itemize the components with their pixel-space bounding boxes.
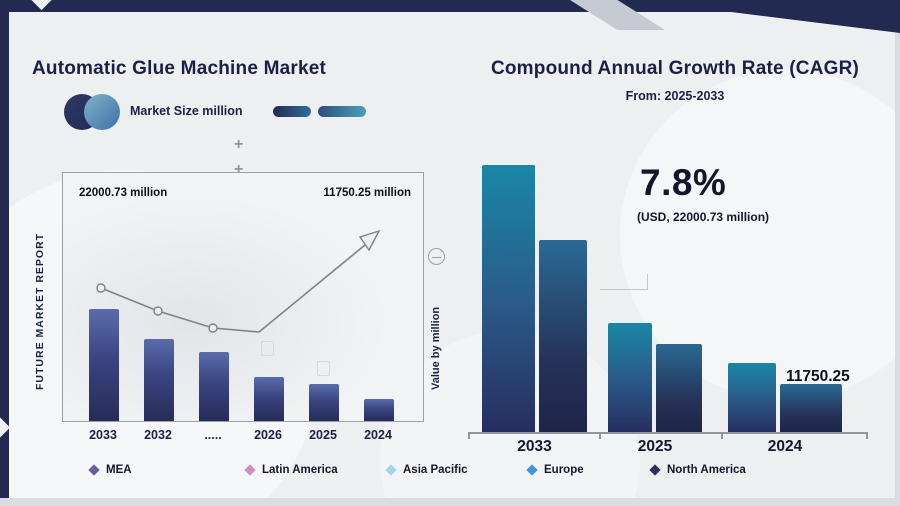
right-x-label: 2033 [517, 438, 552, 455]
legend-marker [385, 464, 397, 476]
right-chart-title: Compound Annual Growth Rate (CAGR) [490, 58, 860, 79]
left-chart-box: 22000.73 million 11750.25 million [62, 172, 424, 422]
left-annotation-min: 11750.25 million [323, 187, 411, 199]
right-x-label: 2025 [637, 438, 673, 455]
plus-icon: + [234, 161, 244, 178]
right-chart-subtitle: From: 2025-2033 [625, 89, 725, 103]
axis-tick [599, 433, 601, 439]
right-bar-2025-2 [656, 344, 702, 432]
cagr-note: (USD, 22000.73 million) [637, 210, 770, 224]
right-annotation-value: 11750.25 [786, 368, 850, 385]
future-market-report-label: FUTURE MARKET REPORT [34, 232, 46, 391]
right-bar-2025-1 [608, 323, 652, 432]
axis-tick [721, 433, 723, 439]
watermark-glyph [261, 341, 274, 356]
left-x-label: 2032 [144, 428, 172, 442]
trend-arrow-icon [96, 229, 381, 333]
right-bar-2024-1 [728, 363, 776, 432]
pill-decoration [273, 106, 311, 117]
left-bar-..... [199, 352, 229, 421]
left-bar-2033 [89, 309, 119, 421]
left-bar-2025 [309, 384, 339, 421]
legend-label: Latin America [262, 464, 338, 476]
left-bar-2032 [144, 339, 174, 421]
legend-item-asia-pacific: Asia Pacific [385, 464, 468, 476]
left-bars-container [63, 173, 423, 421]
cagr-value: 7.8% [640, 162, 727, 203]
left-x-label: 2033 [89, 428, 117, 442]
legend-marker [649, 464, 661, 476]
plus-icon: + [234, 136, 244, 153]
legend-item-mea: MEA [88, 464, 132, 476]
right-bar-2033-1 [482, 165, 535, 432]
corner-band-navy [635, 0, 900, 33]
bottom-legend: MEA Latin America Asia Pacific Europe North … [60, 464, 860, 484]
cylinder-icon-front [84, 94, 120, 130]
legend-label: Asia Pacific [403, 464, 468, 476]
pill-decoration [318, 106, 366, 117]
left-edge-decoration [0, 0, 9, 506]
legend-item-latin-america: Latin America [244, 464, 338, 476]
left-x-label: ..... [204, 428, 222, 442]
right-bars-container: 2033 2025 2024 [468, 165, 868, 455]
right-bar-2024-2 [780, 384, 842, 432]
legend-marker [526, 464, 538, 476]
left-x-label: 2025 [309, 428, 337, 442]
right-y-axis-label: Value by million [430, 306, 442, 391]
legend-marker [244, 464, 256, 476]
watermark-glyph [317, 361, 330, 376]
right-bar-2033-2 [539, 240, 587, 432]
legend-label: Europe [544, 464, 584, 476]
circle-minus-icon [428, 248, 445, 265]
left-x-label: 2026 [254, 428, 282, 442]
left-bar-2026 [254, 377, 284, 421]
axis-tick [468, 433, 470, 439]
left-annotation-max: 22000.73 million [79, 187, 168, 199]
right-edge-decoration [895, 33, 900, 498]
right-x-label: 2024 [767, 438, 803, 455]
cylinder-icon [64, 94, 122, 130]
axis-tick [866, 433, 868, 439]
bottom-edge-decoration [0, 498, 900, 506]
right-axis-line [468, 432, 868, 434]
bracket-decoration [600, 274, 648, 290]
left-x-labels: 2033 2032..... 2026 2025 2024 [62, 428, 424, 446]
market-size-legend-label: Market Size million [130, 104, 243, 118]
legend-label: MEA [106, 464, 132, 476]
left-chart-title: Automatic Glue Machine Market [32, 58, 327, 79]
right-title-block: Compound Annual Growth Rate (CAGR) From:… [455, 58, 895, 103]
left-bar-2024 [364, 399, 394, 421]
legend-marker [88, 464, 100, 476]
legend-label: North America [667, 464, 746, 476]
left-x-label: 2024 [364, 428, 392, 442]
legend-item-north-america: North America [649, 464, 746, 476]
legend-item-europe: Europe [526, 464, 584, 476]
